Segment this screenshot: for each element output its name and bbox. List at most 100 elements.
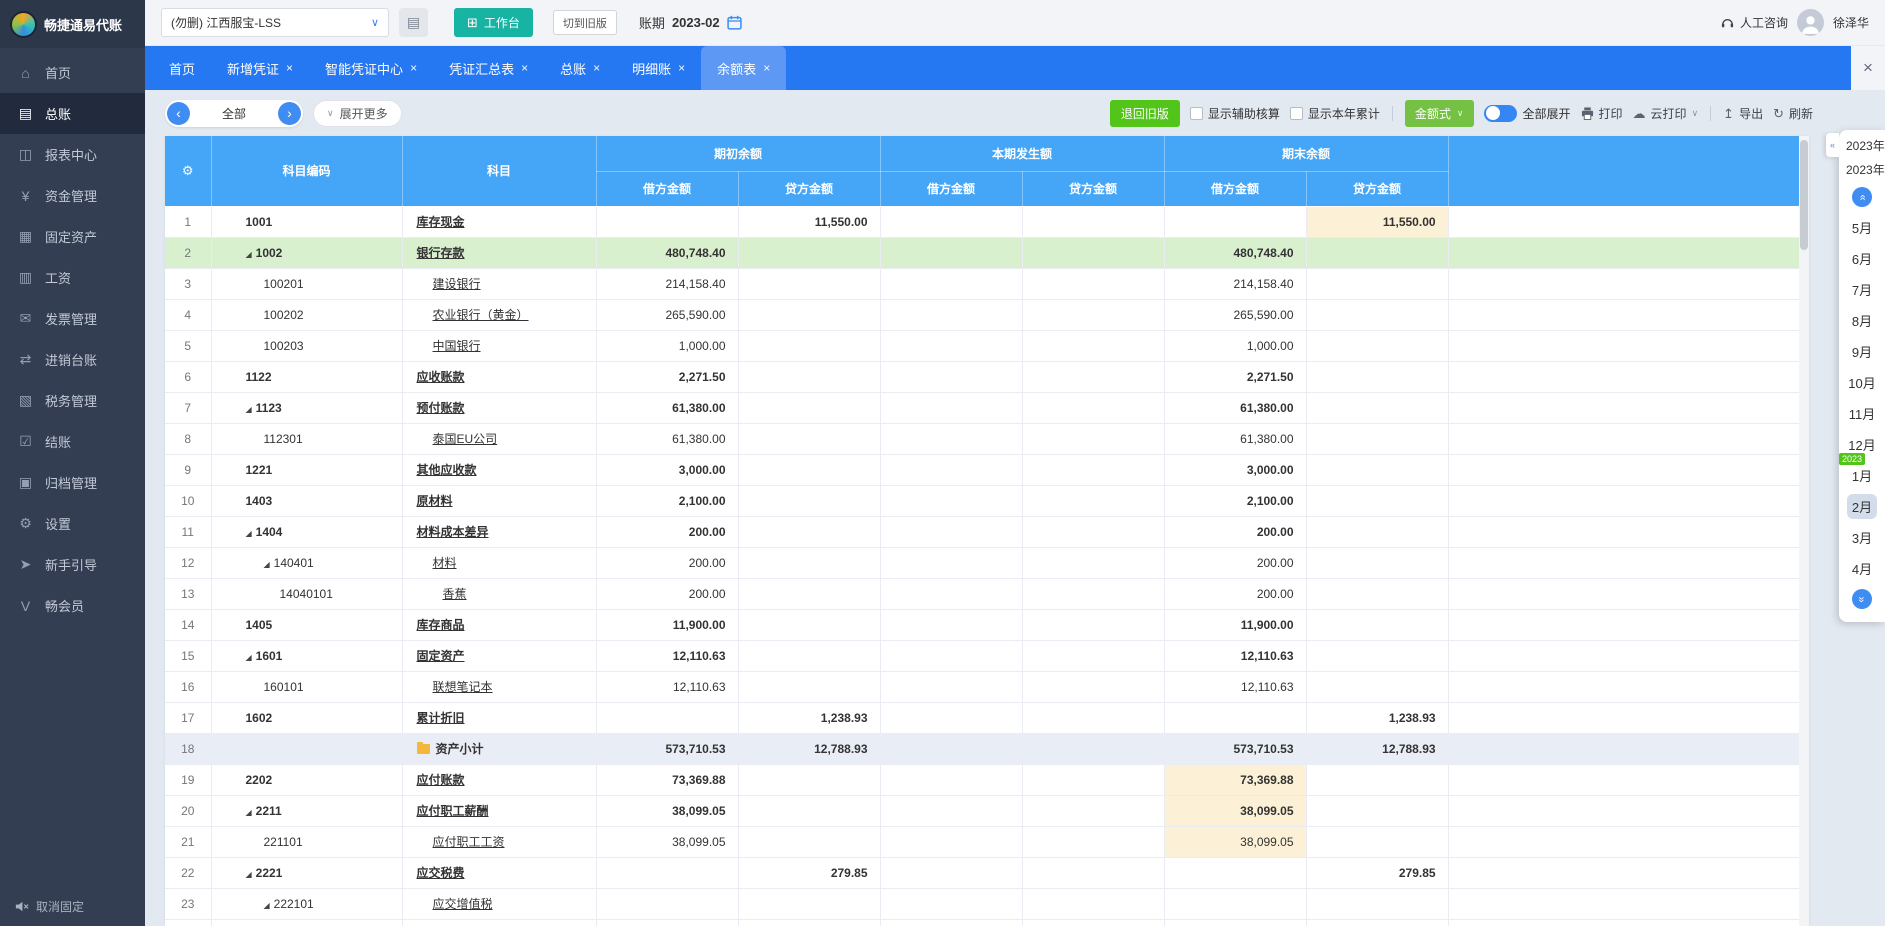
tab-close-icon[interactable]: × <box>521 61 529 75</box>
table-row[interactable]: 5 100203 中国银行 1,000.00 1,000.00 <box>165 330 1799 362</box>
tab-close-icon[interactable]: × <box>678 61 686 75</box>
sidebar-item-settings[interactable]: ⚙ 设置 <box>0 503 145 544</box>
month-item[interactable]: 11月 <box>1839 398 1885 429</box>
sidebar-item-home[interactable]: ⌂ 首页 <box>0 52 145 93</box>
month-item[interactable]: 8月 <box>1839 305 1885 336</box>
tab-close-icon[interactable]: × <box>410 61 418 75</box>
export-button[interactable]: ↥ 导出 <box>1723 105 1763 122</box>
tab-item[interactable]: 余额表 × <box>701 46 787 90</box>
table-row[interactable]: 6 1122 应收账款 2,271.50 2,271.50 <box>165 361 1799 393</box>
sidebar-item-member[interactable]: V 畅会员 <box>0 585 145 626</box>
month-item[interactable]: 12月 <box>1839 429 1885 460</box>
account-name-text[interactable]: 库存商品 <box>416 618 465 632</box>
collapse-panel-button[interactable]: « <box>1826 133 1839 157</box>
table-row[interactable]: 4 100202 农业银行（黄金） 265,590.00 265,590.00 <box>165 299 1799 331</box>
expand-icon[interactable]: ◢ <box>263 559 270 569</box>
support-button[interactable]: 人工咨询 <box>1720 14 1788 31</box>
period-control[interactable]: 账期 2023-02 <box>639 13 742 32</box>
account-name-text[interactable]: 中国银行 <box>432 339 481 353</box>
month-item[interactable]: 3月 <box>1839 522 1885 553</box>
tab-item[interactable]: 明细账 × <box>616 46 701 90</box>
tab-item[interactable]: 总账 × <box>544 46 616 90</box>
expand-icon[interactable]: ◢ <box>245 249 252 259</box>
workbench-button[interactable]: ⊞ 工作台 <box>454 8 533 37</box>
refresh-button[interactable]: ↻ 刷新 <box>1773 105 1813 122</box>
account-range-control[interactable]: ‹ 全部 › <box>165 99 303 127</box>
table-row[interactable]: 3 100201 建设银行 214,158.40 214,158.40 <box>165 268 1799 300</box>
sidebar-item-fixed-asset[interactable]: ▦ 固定资产 <box>0 216 145 257</box>
table-row[interactable]: 2 ◢ 1002 银行存款 480,748.40 480,748.40 <box>165 237 1799 269</box>
table-row[interactable]: 20 ◢ 2211 应付职工薪酬 38,099.05 38,099.05 <box>165 795 1799 827</box>
account-name-text[interactable]: 香蕉 <box>442 587 467 601</box>
sidebar-item-invoice[interactable]: ✉ 发票管理 <box>0 298 145 339</box>
account-name-text[interactable]: 银行存款 <box>416 246 465 260</box>
scroll-down-button[interactable]: « <box>1852 589 1872 609</box>
tab-close-icon[interactable]: × <box>593 61 601 75</box>
unpin-sidebar-button[interactable]: 取消固定 <box>0 886 145 926</box>
expand-icon[interactable]: ◢ <box>263 900 270 910</box>
month-item[interactable]: 10月 <box>1839 367 1885 398</box>
sidebar-item-funds[interactable]: ¥ 资金管理 <box>0 175 145 216</box>
account-name-text[interactable]: 库存现金 <box>416 215 465 229</box>
print-button[interactable]: 打印 <box>1581 105 1623 122</box>
table-row[interactable]: 12 ◢ 140401 材料 200.00 200.00 <box>165 547 1799 579</box>
expand-more-button[interactable]: ∨ 展开更多 <box>313 99 402 127</box>
expand-all-toggle[interactable] <box>1483 104 1517 122</box>
avatar[interactable] <box>1796 9 1824 36</box>
account-name-text[interactable]: 固定资产 <box>416 649 465 663</box>
tab-close-icon[interactable]: × <box>763 61 771 75</box>
table-row[interactable]: 13 14040101 香蕉 200.00 200.00 <box>165 578 1799 610</box>
checkbox-icon[interactable] <box>1289 106 1303 120</box>
sidebar-item-closing[interactable]: ☑ 结账 <box>0 421 145 462</box>
table-row[interactable]: 16 160101 联想笔记本 12,110.63 12,110.63 <box>165 671 1799 703</box>
account-name-text[interactable]: 其他应收款 <box>416 463 477 477</box>
account-name-text[interactable]: 应交税费 <box>416 866 465 880</box>
table-row[interactable]: 8 112301 泰国EU公司 61,380.00 61,380.00 <box>165 423 1799 455</box>
sidebar-item-tax[interactable]: ▧ 税务管理 <box>0 380 145 421</box>
month-item[interactable]: 6月 <box>1839 243 1885 274</box>
account-name-text[interactable]: 累计折旧 <box>416 711 465 725</box>
account-name-text[interactable]: 农业银行（黄金） <box>432 308 529 322</box>
table-row[interactable]: 10 1403 原材料 2,100.00 2,100.00 <box>165 485 1799 517</box>
expand-icon[interactable]: ◢ <box>245 652 252 662</box>
back-to-old-button[interactable]: 退回旧版 <box>1109 99 1180 127</box>
table-row[interactable]: 21 221101 应付职工工资 38,099.05 38,099.05 <box>165 826 1799 858</box>
table-row[interactable]: 23 ◢ 222101 应交增值税 <box>165 888 1799 920</box>
prev-account-button[interactable]: ‹ <box>167 101 190 125</box>
account-name-text[interactable]: 原材料 <box>416 494 453 508</box>
close-all-tabs-button[interactable]: × <box>1851 46 1885 90</box>
table-row[interactable]: 18 资产小计 573,710.53 12,788.93 573,710.53 12,78… <box>165 733 1799 765</box>
vertical-scrollbar[interactable] <box>1799 136 1809 926</box>
sidebar-item-inventory[interactable]: ⇄ 进销台账 <box>0 339 145 380</box>
expand-icon[interactable]: ◢ <box>245 869 252 879</box>
table-row[interactable]: 17 1602 累计折旧 1,238.93 1,238.93 <box>165 702 1799 734</box>
expand-icon[interactable]: ◢ <box>245 528 252 538</box>
next-account-button[interactable]: › <box>278 101 301 125</box>
sidebar-item-salary[interactable]: ▥ 工资 <box>0 257 145 298</box>
expand-icon[interactable]: ◢ <box>245 404 252 414</box>
account-name-text[interactable]: 材料 <box>432 556 457 570</box>
account-name-text[interactable]: 应收账款 <box>416 370 465 384</box>
sidebar-item-report[interactable]: ◫ 报表中心 <box>0 134 145 175</box>
scrollbar-thumb[interactable] <box>1800 140 1808 250</box>
sidebar-item-guide[interactable]: ➤ 新手引导 <box>0 544 145 585</box>
gear-icon[interactable]: ⚙ <box>181 162 194 178</box>
amount-style-button[interactable]: 金额式 ∨ <box>1404 99 1474 127</box>
tab-close-icon[interactable]: × <box>286 61 294 75</box>
scroll-up-button[interactable]: « <box>1852 187 1872 207</box>
month-item[interactable]: 4月 <box>1839 553 1885 584</box>
cloud-print-button[interactable]: ☁ 云打印 ∨ <box>1633 105 1699 122</box>
account-name-text[interactable]: 应交增值税 <box>432 897 493 911</box>
company-select[interactable]: (勿删) 江西服宝-LSS ∨ <box>161 8 389 37</box>
table-row[interactable]: 1 1001 库存现金 11,550.00 11,550.00 <box>165 206 1799 238</box>
month-item[interactable]: 7月 <box>1839 274 1885 305</box>
column-settings-header[interactable]: ⚙ <box>165 136 212 207</box>
account-name-text[interactable]: 材料成本差异 <box>416 525 489 539</box>
tab-item[interactable]: 首页 <box>153 46 211 90</box>
tab-item[interactable]: 智能凭证中心 × <box>309 46 433 90</box>
tab-item[interactable]: 新增凭证 × <box>211 46 309 90</box>
show-aux-checkbox[interactable]: 显示辅助核算 <box>1189 105 1280 122</box>
account-name-text[interactable]: 应付账款 <box>416 773 465 787</box>
table-row[interactable]: 11 ◢ 1404 材料成本差异 200.00 200.00 <box>165 516 1799 548</box>
checkbox-icon[interactable] <box>1189 106 1203 120</box>
